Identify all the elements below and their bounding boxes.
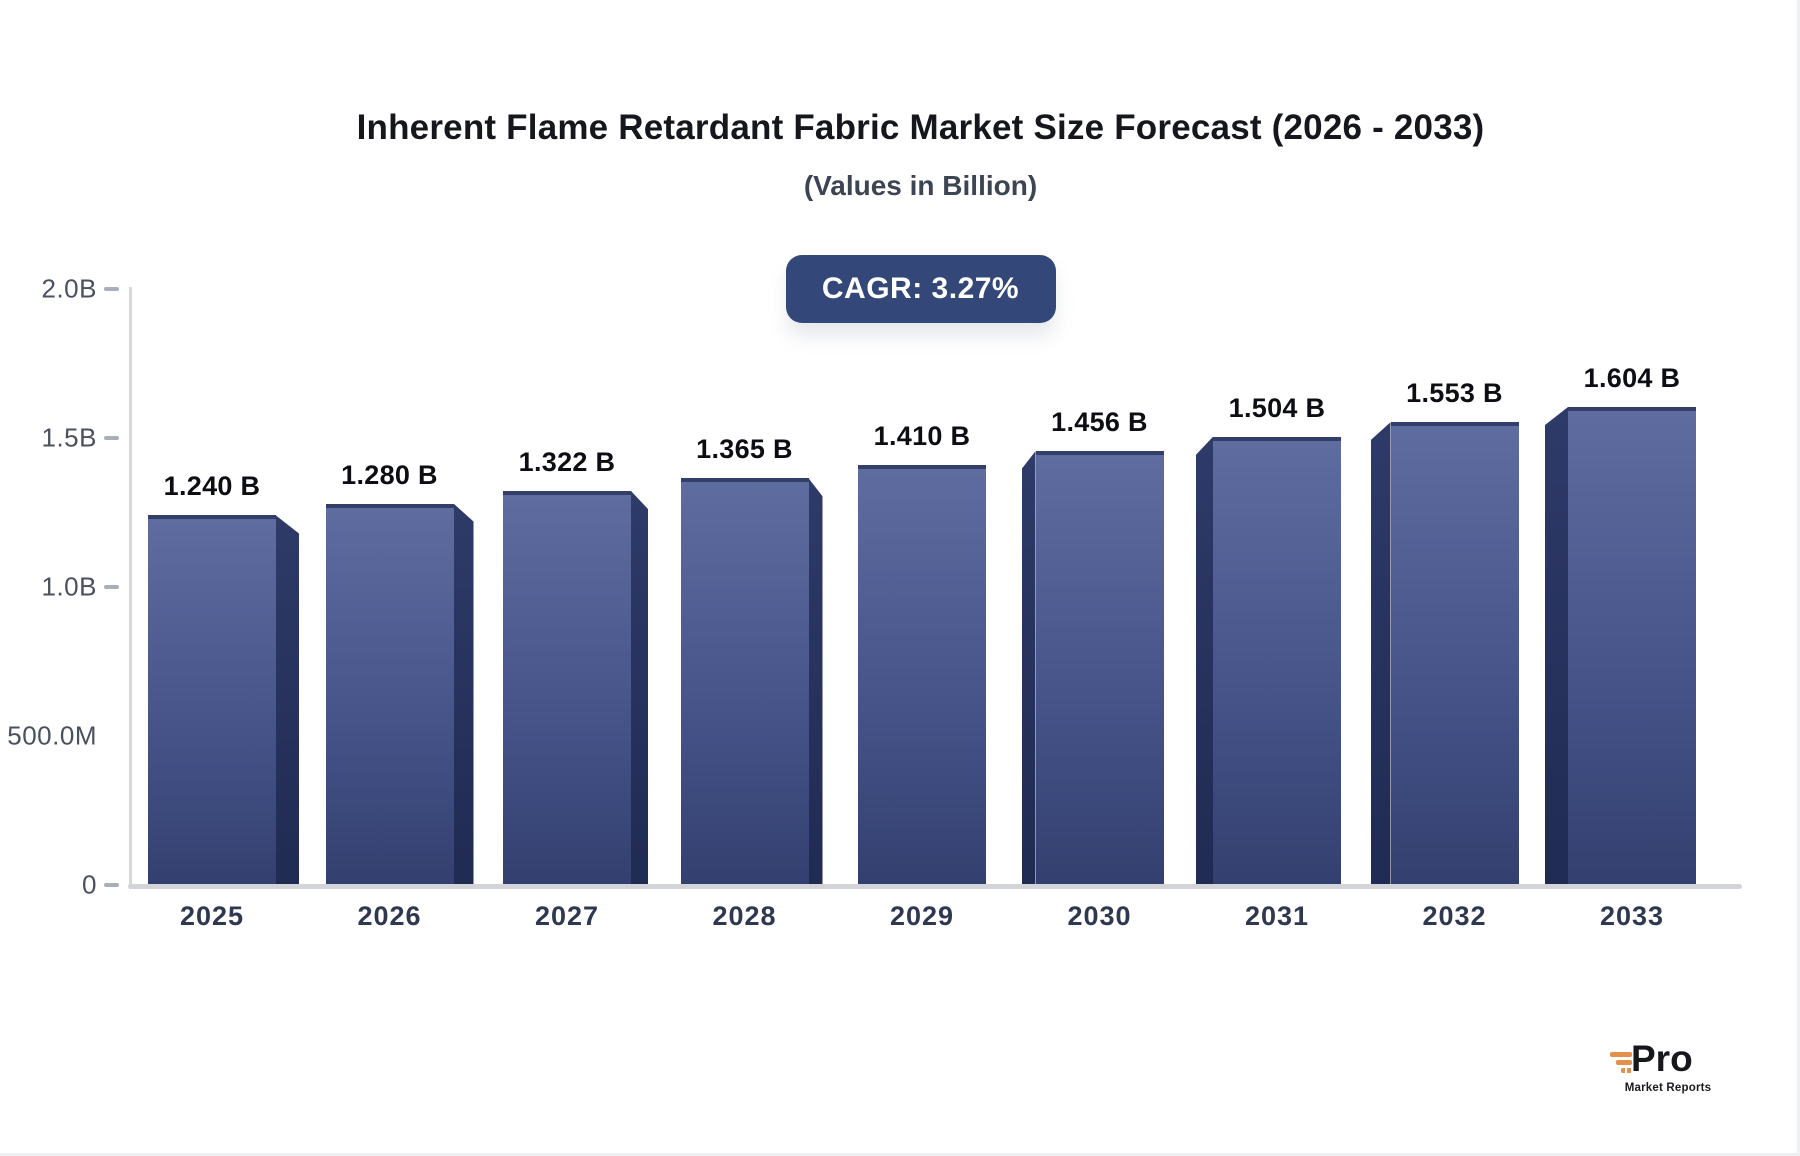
x-tick-label: 2028 — [712, 901, 777, 931]
bar — [1568, 407, 1696, 889]
bar-value-label: 1.365 B — [696, 434, 793, 465]
logo-tagline: Market Reports — [1624, 1082, 1712, 1094]
bar-side-fold — [1196, 436, 1213, 889]
bar-side-fold — [1021, 451, 1036, 889]
bar-value-label: 1.604 B — [1583, 363, 1681, 393]
logo-top: Pro — [1608, 1038, 1728, 1082]
x-tick-label: 2031 — [1244, 901, 1310, 931]
y-tick-dash — [104, 883, 119, 887]
x-tick-label: 2032 — [1422, 901, 1487, 931]
y-axis-line — [129, 287, 132, 889]
bar — [325, 503, 454, 889]
y-tick-dash — [104, 436, 119, 440]
bar-value-label: 1.240 B — [163, 471, 261, 502]
bar-side-fold — [631, 491, 648, 889]
bar-value-label: 1.280 B — [341, 459, 438, 490]
y-tick-label: 1.5B — [41, 422, 97, 453]
y-tick-dash — [104, 585, 119, 589]
chart-title: Inherent Flame Retardant Fabric Market S… — [356, 108, 1485, 147]
bar — [680, 478, 809, 889]
bar — [1213, 436, 1341, 889]
logo-bars-icon — [1608, 1052, 1632, 1078]
bar — [503, 491, 631, 889]
cagr-badge: CAGR: 3.27% — [785, 255, 1056, 323]
logo-brand-text: Pro — [1631, 1038, 1693, 1079]
bar-side-fold — [1545, 407, 1568, 889]
x-tick-label: 2027 — [534, 901, 600, 931]
x-tick-label: 2033 — [1599, 901, 1665, 931]
x-tick-label: 2030 — [1067, 901, 1132, 931]
y-tick-label: 500.0M — [7, 720, 97, 751]
bar-value-label: 1.322 B — [518, 447, 616, 478]
bar — [1390, 422, 1519, 889]
bar-value-label: 1.553 B — [1406, 378, 1503, 409]
y-tick-label: 0 — [82, 869, 97, 900]
bar-side-fold — [276, 515, 299, 889]
bar-side-fold — [808, 478, 823, 889]
x-tick-label: 2026 — [357, 901, 422, 931]
bar-value-label: 1.410 B — [873, 420, 971, 451]
x-tick-label: 2025 — [179, 901, 245, 931]
bar-value-label: 1.456 B — [1051, 407, 1148, 438]
x-tick-label: 2029 — [889, 901, 955, 931]
bar-side-fold — [453, 503, 474, 889]
y-tick-label: 2.0B — [41, 273, 97, 304]
chart-subtitle: (Values in Billion) — [803, 170, 1038, 201]
bar-side-fold — [1370, 422, 1391, 889]
x-axis-line — [128, 884, 1742, 889]
bar — [148, 515, 276, 889]
bar-value-label: 1.504 B — [1228, 392, 1326, 423]
brand-logo: Pro Market Reports — [1608, 1038, 1728, 1094]
y-tick-dash — [104, 287, 119, 291]
bar — [858, 464, 986, 889]
y-tick-label: 1.0B — [41, 571, 97, 602]
bar — [1035, 451, 1164, 889]
